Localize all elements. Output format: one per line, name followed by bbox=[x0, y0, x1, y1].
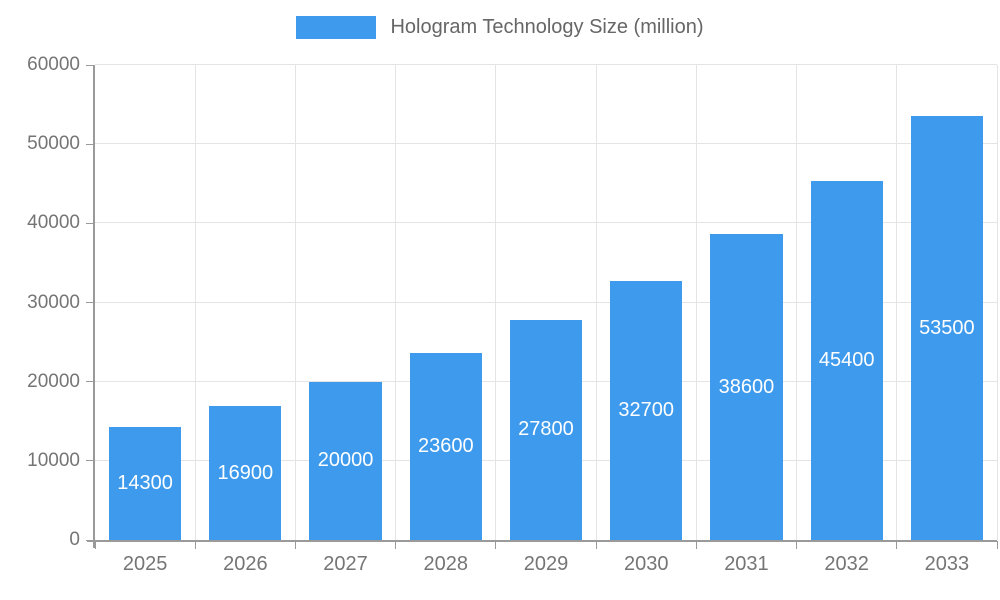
bar: 32700 bbox=[610, 281, 683, 540]
vertical-gridline bbox=[294, 65, 296, 540]
plot-area: 14300 16900 20000 23600 27800 32700 38600 45400… bbox=[86, 64, 998, 549]
y-axis-tick bbox=[86, 460, 94, 462]
legend-item[interactable]: Hologram Technology Size (million) bbox=[296, 16, 704, 39]
x-axis-tick-label: 2026 bbox=[223, 553, 268, 575]
bar-value-label: 16900 bbox=[217, 461, 274, 484]
bar: 38600 bbox=[710, 234, 783, 540]
x-axis-tick bbox=[595, 541, 597, 549]
y-axis-labels: 0 10000 20000 30000 40000 50000 60000 bbox=[0, 54, 80, 550]
y-axis-tick-label: 40000 bbox=[27, 212, 80, 234]
y-axis-tick bbox=[86, 143, 94, 145]
y-axis-tick bbox=[86, 302, 94, 303]
bar: 20000 bbox=[309, 381, 382, 540]
horizontal-gridline bbox=[95, 64, 997, 65]
x-axis-tick bbox=[94, 541, 96, 549]
vertical-gridline bbox=[395, 65, 397, 540]
y-axis-tick-label: 20000 bbox=[27, 370, 80, 392]
y-axis-line bbox=[93, 65, 95, 548]
vertical-gridline bbox=[194, 65, 196, 540]
horizontal-gridline bbox=[95, 222, 997, 224]
x-axis-tick-label: 2032 bbox=[824, 553, 869, 575]
bar: 45400 bbox=[810, 180, 883, 540]
x-axis-tick bbox=[796, 541, 798, 549]
x-axis-tick bbox=[495, 541, 497, 549]
y-axis-tick bbox=[86, 222, 94, 224]
vertical-gridline bbox=[595, 65, 597, 540]
x-axis-tick-label: 2028 bbox=[423, 553, 469, 575]
x-axis-tick-label: 2029 bbox=[523, 553, 569, 575]
bar: 27800 bbox=[509, 319, 583, 540]
bar-value-label: 20000 bbox=[317, 449, 374, 472]
x-axis-tick-label: 2031 bbox=[724, 553, 769, 575]
x-axis-line bbox=[87, 540, 997, 542]
y-axis-tick-label: 30000 bbox=[27, 291, 80, 313]
y-axis-tick-label: 60000 bbox=[27, 54, 80, 75]
bar-value-label: 14300 bbox=[117, 471, 173, 494]
x-axis-tick-label: 2030 bbox=[623, 553, 669, 575]
vertical-gridline bbox=[796, 65, 798, 540]
bar-value-label: 27800 bbox=[518, 418, 574, 441]
x-axis-tick bbox=[896, 541, 898, 549]
y-axis-tick bbox=[86, 64, 94, 66]
x-axis-tick bbox=[395, 541, 397, 549]
x-axis-tick-label: 2025 bbox=[122, 553, 168, 575]
x-axis-tick bbox=[294, 541, 296, 549]
bar: 16900 bbox=[209, 406, 282, 540]
y-axis-tick-label: 50000 bbox=[27, 133, 80, 155]
vertical-gridline bbox=[996, 65, 998, 540]
legend-swatch bbox=[296, 16, 377, 39]
bar-value-label: 45400 bbox=[818, 348, 875, 371]
bar-value-label: 23600 bbox=[417, 435, 474, 458]
bar-value-label: 38600 bbox=[718, 375, 775, 398]
x-axis-labels: 2025 2026 2027 2028 2029 2030 2031 2032 2033 bbox=[95, 553, 997, 583]
vertical-gridline bbox=[896, 65, 898, 540]
x-axis-tick bbox=[194, 541, 196, 549]
bar-value-label: 53500 bbox=[919, 316, 975, 339]
y-axis-tick-label: 0 bbox=[69, 529, 80, 550]
vertical-gridline bbox=[495, 65, 497, 540]
x-axis-tick-label: 2033 bbox=[924, 553, 970, 575]
legend: Hologram Technology Size (million) bbox=[0, 16, 1000, 39]
bar: 23600 bbox=[409, 353, 482, 540]
horizontal-gridline bbox=[95, 301, 997, 303]
horizontal-gridline bbox=[95, 143, 997, 145]
y-axis-tick bbox=[86, 381, 94, 383]
ticks-layer bbox=[86, 64, 998, 549]
x-axis-tick-label: 2027 bbox=[323, 553, 368, 575]
x-axis-tick bbox=[996, 541, 998, 549]
bar: 53500 bbox=[910, 116, 983, 540]
bar: 14300 bbox=[109, 426, 182, 540]
y-axis-tick-label: 10000 bbox=[27, 449, 80, 471]
bars-layer: 14300 16900 20000 23600 27800 32700 38600 45400… bbox=[95, 65, 997, 540]
bar-value-label: 32700 bbox=[618, 399, 675, 422]
vertical-gridline bbox=[695, 65, 697, 540]
x-axis-tick bbox=[695, 541, 697, 549]
legend-label: Hologram Technology Size (million) bbox=[390, 16, 704, 38]
